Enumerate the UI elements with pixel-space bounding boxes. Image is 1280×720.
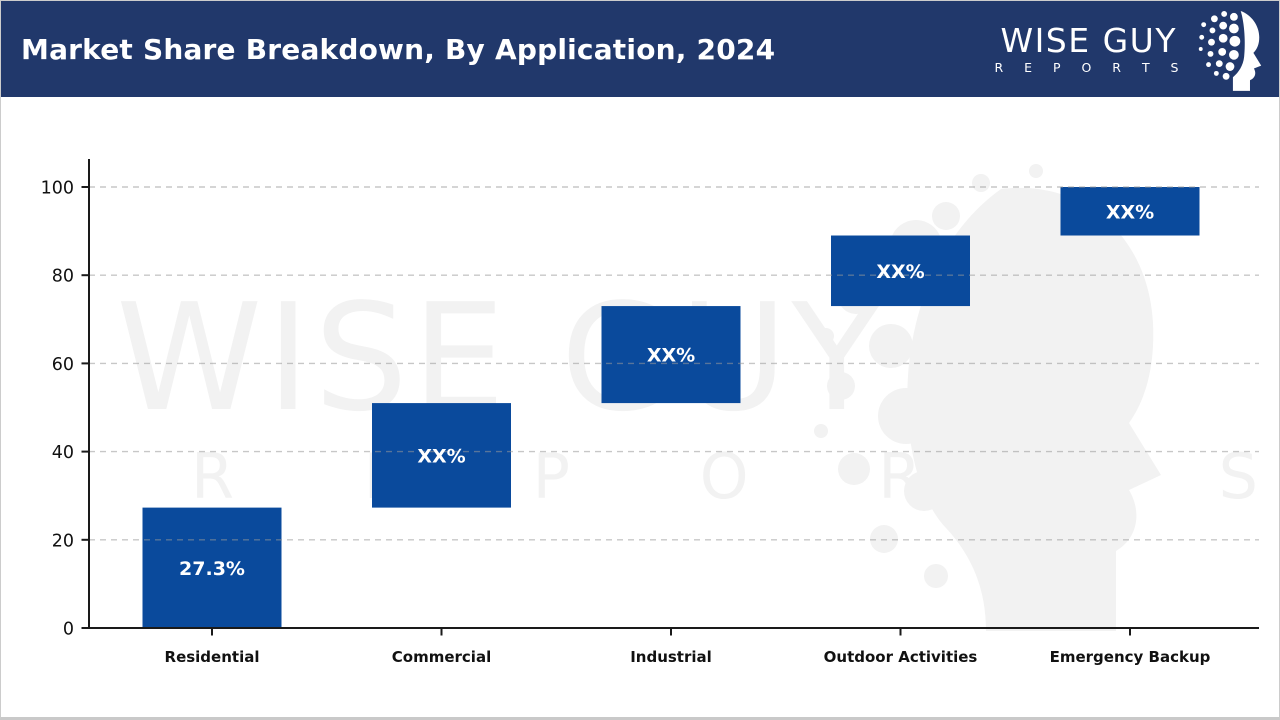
logo-name-text: WISE GUY [1000,20,1177,60]
bar-outdoor-activities [831,235,970,307]
x-category-label-outdoor-activities: Outdoor Activities [824,648,978,666]
wiseguy-logo: WISE GUY R E P O R T S [990,1,1269,97]
y-tick-label-100: 100 [41,179,74,199]
y-tick-label-60: 60 [52,355,74,375]
x-category-label-emergency-backup: Emergency Backup [1050,648,1211,666]
bar-commercial [372,403,511,508]
x-category-label-industrial: Industrial [630,648,712,666]
y-tick-label-80: 80 [52,267,74,287]
market-share-waterfall-chart: 27.3% XX% XX% XX% XX% 0 20 40 60 80 100 Residential… [41,159,1259,666]
bar-value-label-outdoor-activities: XX% [876,261,924,283]
bar-industrial [601,306,741,404]
wiseguy-logo-text: WISE GUY R E P O R T S [990,24,1187,75]
bar-value-label-emergency-backup: XX% [1106,201,1154,223]
header-bar: Market Share Breakdown, By Application, … [1,1,1279,97]
page-title: Market Share Breakdown, By Application, … [21,32,776,66]
x-category-label-commercial: Commercial [392,648,491,666]
bar-value-label-residential: 27.3% [179,558,245,580]
y-tick-label-0: 0 [63,620,74,640]
logo-tagline-text: R E P O R T S [994,59,1187,75]
bar-value-label-commercial: XX% [417,445,465,467]
x-category-label-residential: Residential [165,648,260,666]
y-tick-label-20: 20 [52,531,74,551]
y-tick-label-40: 40 [52,443,74,463]
wiseguy-face-icon [1198,10,1262,91]
bar-emergency-backup [1060,187,1200,236]
bar-residential [142,507,282,628]
watermark-face-graphic [814,164,1161,631]
bar-value-label-industrial: XX% [647,345,695,367]
